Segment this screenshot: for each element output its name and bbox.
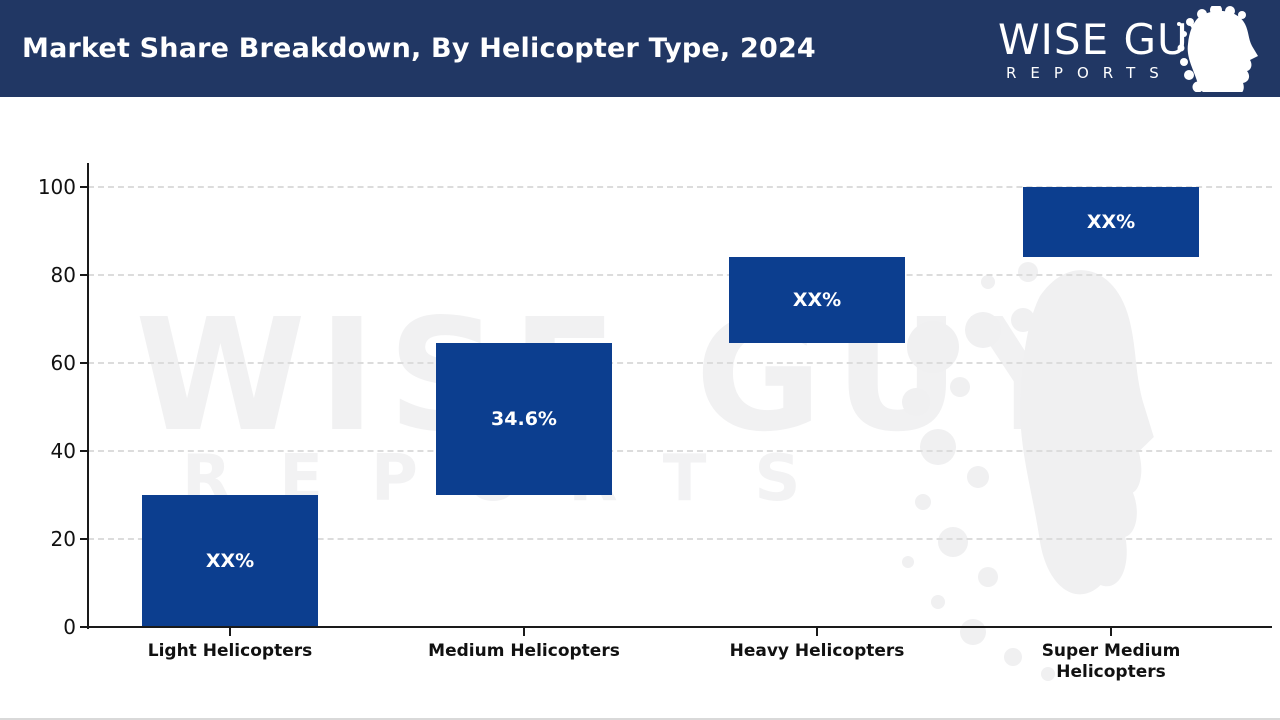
y-axis — [87, 163, 89, 629]
y-tick-label-100: 100 — [37, 175, 76, 199]
gridline-60 — [88, 362, 1272, 364]
y-tick-20 — [80, 538, 88, 540]
bar-2: XX% — [729, 257, 905, 343]
y-tick-60 — [80, 362, 88, 364]
x-tick-1 — [523, 628, 525, 636]
bar-value-label: XX% — [1086, 211, 1136, 234]
bar-chart: 0 20 40 60 80 100 XX% 34.6% XX% XX% Light Helicopt… — [0, 97, 1280, 720]
bar-0: XX% — [142, 495, 318, 627]
y-tick-0 — [80, 626, 88, 628]
x-tick-0 — [229, 628, 231, 636]
gridline-80 — [88, 274, 1272, 276]
x-tick-2 — [816, 628, 818, 636]
bottom-border — [0, 718, 1280, 720]
y-tick-label-0: 0 — [63, 615, 76, 639]
bar-1: 34.6% — [436, 342, 612, 495]
y-tick-80 — [80, 274, 88, 276]
bar-value-label: 34.6% — [491, 407, 557, 430]
bar-value-label: XX% — [792, 289, 842, 312]
y-tick-label-80: 80 — [50, 263, 76, 287]
logo-face-icon — [1177, 5, 1258, 92]
wiseguy-logo: WISE GUY REPORTS — [998, 5, 1258, 92]
gridline-100 — [88, 186, 1272, 188]
logo-subtitle: REPORTS — [1006, 64, 1173, 82]
x-category-label-3: Super Medium Helicopters — [1041, 641, 1181, 682]
y-tick-40 — [80, 450, 88, 452]
logo-wordmark: WISE GUY — [998, 15, 1215, 64]
y-tick-label-20: 20 — [50, 527, 76, 551]
gridline-20 — [88, 538, 1272, 540]
y-tick-100 — [80, 186, 88, 188]
y-tick-label-40: 40 — [50, 439, 76, 463]
x-tick-3 — [1110, 628, 1112, 636]
bar-value-label: XX% — [205, 550, 255, 572]
x-category-label-1: Medium Helicopters — [428, 641, 620, 661]
y-tick-label-60: 60 — [50, 351, 76, 375]
x-category-label-2: Heavy Helicopters — [729, 641, 905, 661]
gridline-40 — [88, 450, 1272, 452]
page-title: Market Share Breakdown, By Helicopter Ty… — [22, 33, 816, 64]
x-category-label-0: Light Helicopters — [147, 641, 313, 661]
chart-area: WISE GUY REPORTS 020406080100XX%34.6%XX%… — [0, 97, 1280, 720]
bar-3: XX% — [1023, 187, 1199, 258]
x-axis — [87, 626, 1272, 628]
header: Market Share Breakdown, By Helicopter Ty… — [0, 0, 1280, 97]
